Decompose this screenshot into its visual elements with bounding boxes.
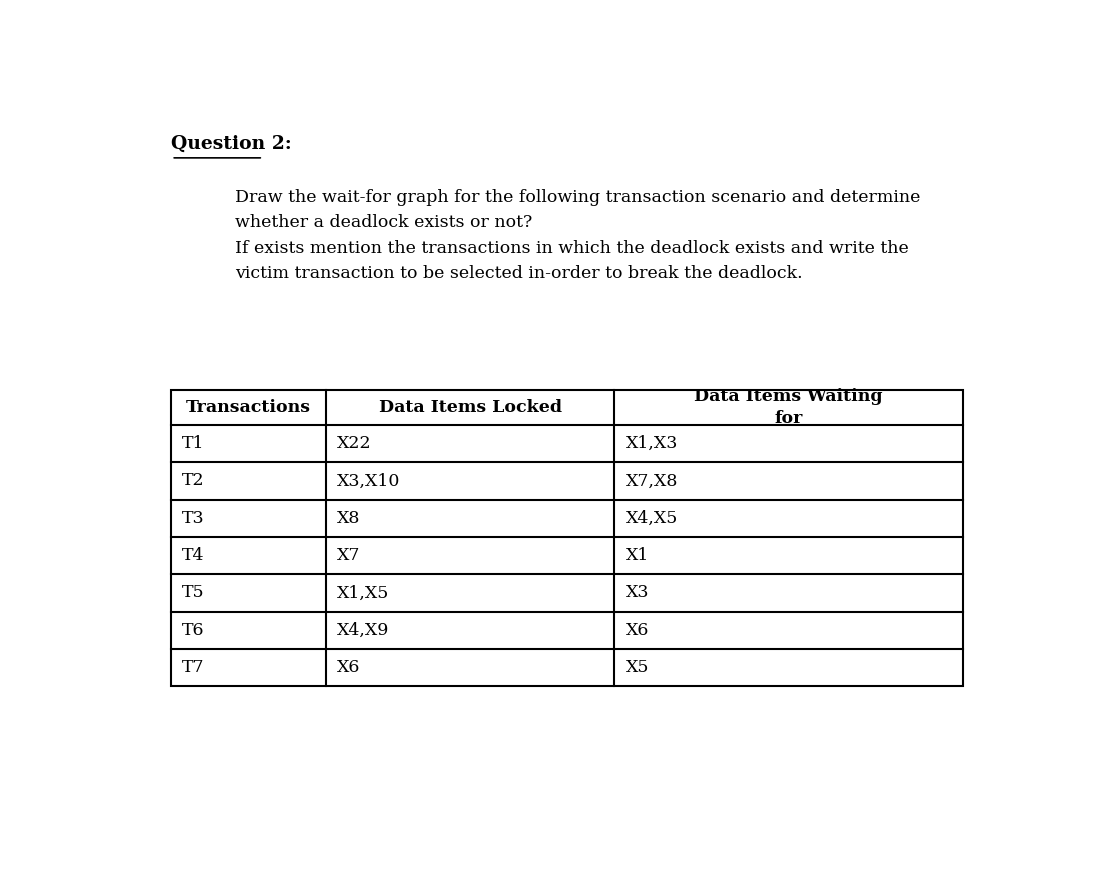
Text: X4,X5: X4,X5 [626,510,677,526]
Text: X1: X1 [626,547,649,564]
Text: X1,X5: X1,X5 [337,584,389,601]
Text: X3: X3 [626,584,649,601]
Text: X22: X22 [337,435,371,452]
Text: X6: X6 [626,622,649,639]
Text: T5: T5 [182,584,205,601]
Text: T3: T3 [182,510,205,526]
Text: Data Items Waiting
for: Data Items Waiting for [694,388,883,427]
Text: T4: T4 [182,547,205,564]
Text: X8: X8 [337,510,360,526]
Text: X7: X7 [337,547,360,564]
Text: Transactions: Transactions [186,399,311,416]
Text: T2: T2 [182,472,205,490]
Text: X4,X9: X4,X9 [337,622,389,639]
Text: T6: T6 [182,622,205,639]
Text: X5: X5 [626,659,649,676]
Text: X7,X8: X7,X8 [626,472,677,490]
Text: Data Items Locked: Data Items Locked [379,399,561,416]
Text: X3,X10: X3,X10 [337,472,400,490]
Text: T1: T1 [182,435,205,452]
Text: T7: T7 [182,659,205,676]
Text: Draw the wait-for graph for the following transaction scenario and determine
whe: Draw the wait-for graph for the followin… [235,189,920,282]
Text: X1,X3: X1,X3 [626,435,677,452]
Text: Question 2:: Question 2: [171,135,292,153]
Text: X6: X6 [337,659,360,676]
